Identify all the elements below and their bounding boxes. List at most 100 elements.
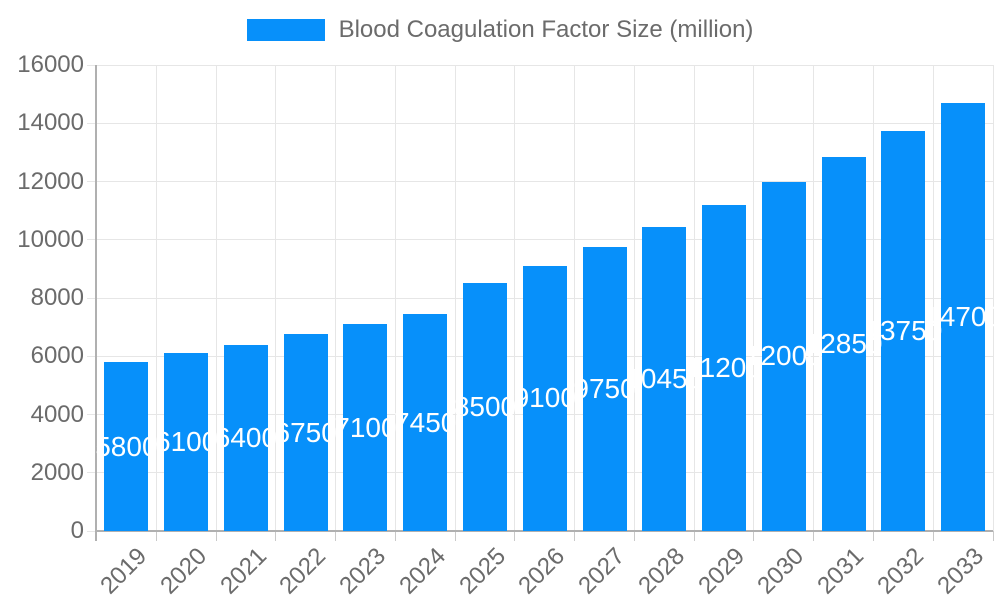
vertical-gridline: [215, 65, 217, 531]
x-axis-tick: [574, 531, 576, 541]
y-axis-label: 0: [70, 517, 84, 544]
bar-2022[interactable]: [283, 334, 328, 531]
x-axis-tick: [155, 531, 157, 541]
bar-value-label: 8500: [453, 391, 517, 423]
bar-2023[interactable]: [343, 324, 388, 531]
bar-value-label: 6400: [214, 421, 278, 453]
bar-2032[interactable]: [881, 130, 926, 531]
vertical-gridline: [335, 65, 337, 531]
vertical-gridline: [753, 65, 755, 531]
bar-value-label: 7450: [394, 406, 457, 438]
bar-value-label: 9100: [513, 382, 576, 414]
horizontal-gridline: [96, 64, 993, 66]
horizontal-gridline: [96, 122, 993, 124]
horizontal-gridline: [96, 239, 993, 241]
vertical-gridline: [394, 65, 396, 531]
bar-2029[interactable]: [702, 204, 747, 531]
bar-value-label: 9750: [573, 373, 636, 405]
y-axis-tick: [86, 239, 97, 241]
bar-2026[interactable]: [522, 265, 567, 531]
bar-2028[interactable]: [642, 226, 687, 531]
vertical-gridline: [992, 65, 994, 531]
horizontal-gridline: [96, 181, 993, 182]
y-axis-label: 12000: [17, 167, 84, 195]
bar-value-label: 10450: [625, 362, 704, 394]
vertical-gridline: [813, 65, 815, 531]
vertical-gridline: [932, 65, 934, 531]
x-axis-tick: [932, 531, 934, 541]
x-axis-tick: [813, 531, 815, 541]
y-axis-tick: [86, 472, 97, 474]
bar-value-label: 14700: [924, 300, 1000, 332]
y-axis-tick: [86, 64, 97, 66]
x-axis-label: 2021: [214, 542, 272, 600]
x-axis-label: 2024: [394, 542, 451, 600]
vertical-gridline: [155, 65, 157, 531]
x-axis-tick: [454, 531, 456, 541]
x-axis-tick: [693, 531, 695, 541]
x-axis-label: 2019: [95, 542, 153, 600]
y-axis-tick: [86, 181, 97, 182]
y-axis-label: 14000: [17, 109, 84, 137]
bar-2019[interactable]: [104, 362, 149, 531]
legend-swatch: [246, 19, 325, 42]
y-axis-tick: [86, 297, 97, 299]
x-axis-tick: [992, 531, 994, 541]
y-axis-tick: [86, 122, 97, 124]
bar-2031[interactable]: [821, 156, 866, 531]
x-axis-tick: [394, 531, 396, 541]
bar-value-label: 12850: [804, 327, 883, 359]
bar-value-label: 6100: [154, 426, 218, 458]
bar-value-label: 7100: [334, 411, 397, 443]
vertical-gridline: [454, 65, 456, 531]
x-axis-tick: [514, 531, 516, 541]
y-axis-tick: [86, 414, 97, 415]
x-axis-label: 2023: [334, 542, 392, 600]
x-axis-tick: [275, 531, 277, 541]
vertical-gridline: [275, 65, 277, 531]
y-axis-label: 2000: [30, 458, 84, 486]
x-axis-tick: [215, 531, 217, 541]
bar-value-label: 13750: [864, 314, 943, 346]
vertical-gridline: [633, 65, 635, 531]
bar-value-label: 6750: [274, 416, 337, 448]
bar-2030[interactable]: [761, 181, 806, 531]
y-axis-label: 8000: [30, 284, 84, 311]
x-axis-label: 2027: [573, 542, 631, 600]
y-axis-label: 10000: [17, 225, 84, 253]
x-axis-tick: [753, 531, 755, 541]
bar-2020[interactable]: [164, 353, 209, 531]
vertical-gridline: [872, 65, 874, 531]
x-axis-line: [95, 530, 993, 532]
vertical-gridline: [574, 65, 576, 531]
x-axis-label: 2029: [692, 542, 750, 600]
bar-2021[interactable]: [223, 344, 268, 531]
bar-value-label: 11200: [686, 351, 762, 383]
legend-label: Blood Coagulation Factor Size (million): [338, 16, 754, 43]
y-axis-label: 4000: [30, 400, 84, 428]
x-axis-label: 2033: [931, 542, 989, 600]
x-axis-tick: [633, 531, 635, 541]
bar-2025[interactable]: [462, 283, 507, 531]
bar-2033[interactable]: [941, 102, 986, 531]
bar-value-label: 12000: [744, 340, 823, 372]
x-axis-label: 2026: [513, 542, 571, 600]
chart-legend[interactable]: Blood Coagulation Factor Size (million): [0, 16, 1000, 43]
x-axis-tick: [872, 531, 874, 541]
vertical-gridline: [514, 65, 516, 531]
x-axis-label: 2031: [812, 542, 870, 600]
x-axis-label: 2032: [872, 542, 930, 600]
bar-value-label: 5800: [95, 430, 158, 462]
y-axis-tick: [86, 530, 97, 532]
x-axis-label: 2020: [154, 542, 212, 600]
y-axis-label: 6000: [30, 342, 84, 370]
y-axis-line: [95, 65, 97, 541]
x-axis-tick: [335, 531, 337, 541]
y-axis-tick: [86, 355, 97, 357]
x-axis-label: 2030: [752, 542, 810, 600]
bar-2027[interactable]: [582, 247, 627, 531]
x-axis-label: 2025: [453, 542, 511, 600]
bar-2024[interactable]: [403, 314, 448, 531]
